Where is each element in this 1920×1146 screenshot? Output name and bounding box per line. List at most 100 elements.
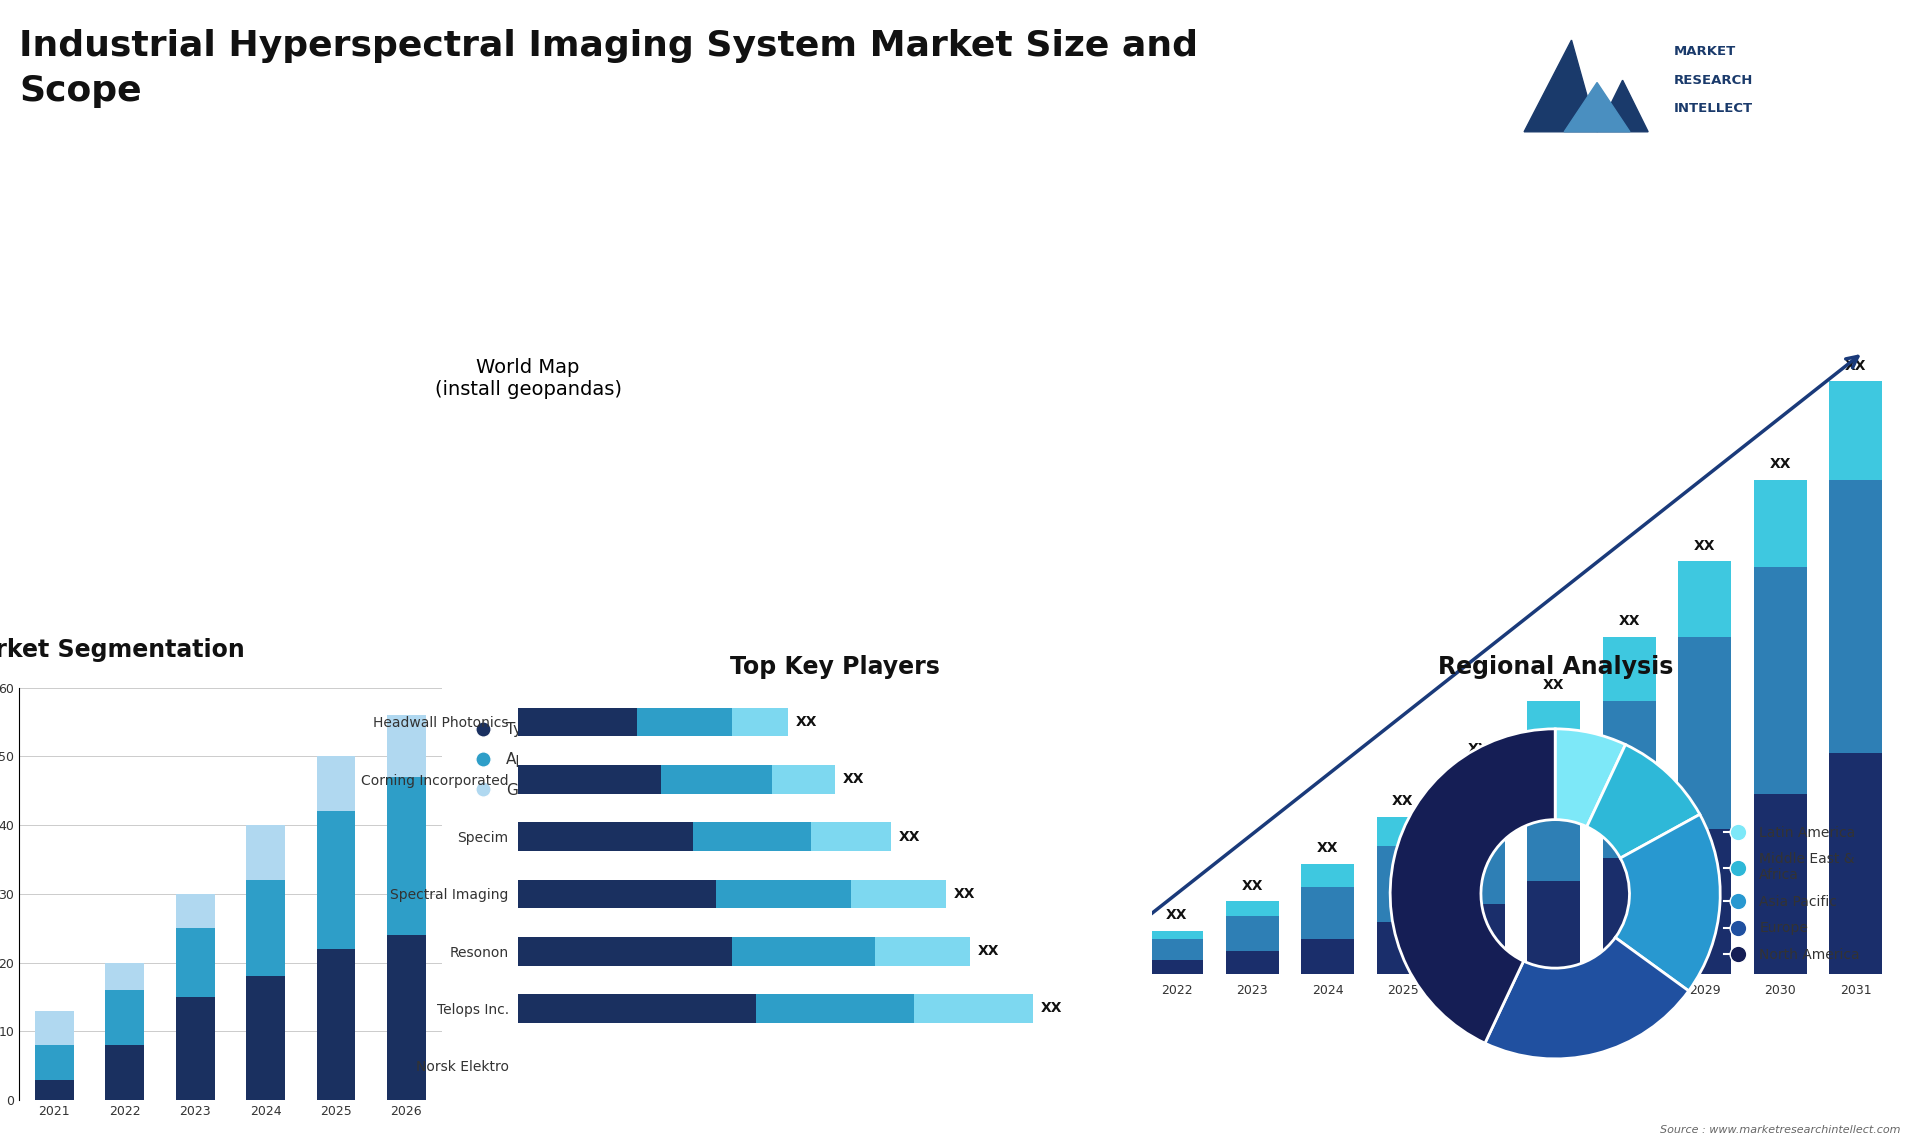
Bar [1452,904,1505,974]
Bar [1377,846,1428,921]
Bar [1075,953,1127,965]
Bar [518,823,693,850]
Bar [1302,864,1354,887]
Text: XX: XX [1041,1002,1062,1015]
Bar [106,1045,144,1100]
Text: XX: XX [843,772,864,786]
Text: XX: XX [1242,879,1263,893]
Text: XX: XX [795,715,818,729]
Bar [660,766,772,793]
Bar [772,766,835,793]
Bar [317,949,355,1100]
Bar [1830,480,1882,753]
Bar [1678,562,1732,637]
Bar [732,937,876,965]
Bar [518,994,756,1022]
Bar [1302,887,1354,940]
Bar [1150,931,1204,940]
Text: INTELLECT: INTELLECT [1674,102,1753,116]
Text: XX: XX [1392,794,1413,808]
Text: Top Key Players: Top Key Players [730,654,941,678]
Bar [388,777,426,935]
Bar [177,928,215,997]
Text: XX: XX [1091,925,1112,940]
Polygon shape [1597,80,1647,132]
Bar [732,708,787,737]
Bar [637,708,732,737]
Text: World Map
(install geopandas): World Map (install geopandas) [434,358,622,399]
Bar [106,963,144,990]
Bar [1528,753,1580,881]
Wedge shape [1484,937,1690,1059]
Bar [1452,764,1505,806]
Bar [246,825,284,880]
Bar [1150,959,1204,974]
Bar [518,937,732,965]
Text: XX: XX [1544,678,1565,692]
Bar [246,880,284,976]
Text: XX: XX [1317,841,1338,855]
Text: Source : www.marketresearchintellect.com: Source : www.marketresearchintellect.com [1661,1124,1901,1135]
Bar [1377,921,1428,974]
Bar [1075,965,1127,974]
Bar [1753,794,1807,974]
Bar [518,766,660,793]
Wedge shape [1586,745,1699,858]
Text: XX: XX [1619,614,1640,628]
Bar [756,994,914,1022]
Text: XX: XX [1165,908,1187,921]
Bar [177,894,215,928]
Bar [1603,637,1655,701]
Bar [1377,817,1428,846]
Text: XX: XX [1770,457,1791,471]
Bar [914,994,1033,1022]
Bar [876,937,970,965]
Bar [177,997,215,1100]
Bar [716,880,851,908]
Bar [35,1011,73,1045]
Bar [518,708,637,737]
Polygon shape [1565,83,1630,132]
Bar [693,823,812,850]
Bar [1603,858,1655,974]
Bar [1603,701,1655,858]
Bar [1225,902,1279,916]
Text: XX: XX [899,830,920,843]
Bar [518,880,716,908]
Bar [388,715,426,777]
Wedge shape [1555,729,1626,826]
Bar [1302,940,1354,974]
Text: XX: XX [977,944,998,958]
Text: XX: XX [1693,539,1715,552]
Bar [106,990,144,1045]
Text: Industrial Hyperspectral Imaging System Market Size and: Industrial Hyperspectral Imaging System … [19,29,1198,63]
Bar [851,880,947,908]
Bar [1225,916,1279,951]
Legend: Latin America, Middle East &
Africa, Asia Pacific, Europe, North America: Latin America, Middle East & Africa, Asi… [1718,821,1866,967]
Bar [246,976,284,1100]
Bar [35,1045,73,1080]
Wedge shape [1615,815,1720,991]
Text: Regional Analysis: Regional Analysis [1438,654,1672,678]
Bar [1678,829,1732,974]
Bar [1753,480,1807,567]
Bar [35,1080,73,1100]
Bar [1452,806,1505,904]
Legend: Type, Application, Geography: Type, Application, Geography [463,716,597,803]
Bar [1150,940,1204,959]
Bar [1753,567,1807,794]
Text: Scope: Scope [19,74,142,109]
Text: XX: XX [954,887,975,901]
Bar [1075,948,1127,953]
Text: RESEARCH: RESEARCH [1674,73,1753,87]
Bar [1225,951,1279,974]
Text: MARKET: MARKET [1674,45,1736,58]
Bar [388,935,426,1100]
Bar [317,811,355,949]
Bar [1830,753,1882,974]
Bar [317,756,355,811]
Bar [812,823,891,850]
Bar [1528,701,1580,753]
Bar [1830,382,1882,480]
Text: Market Segmentation: Market Segmentation [0,638,244,662]
